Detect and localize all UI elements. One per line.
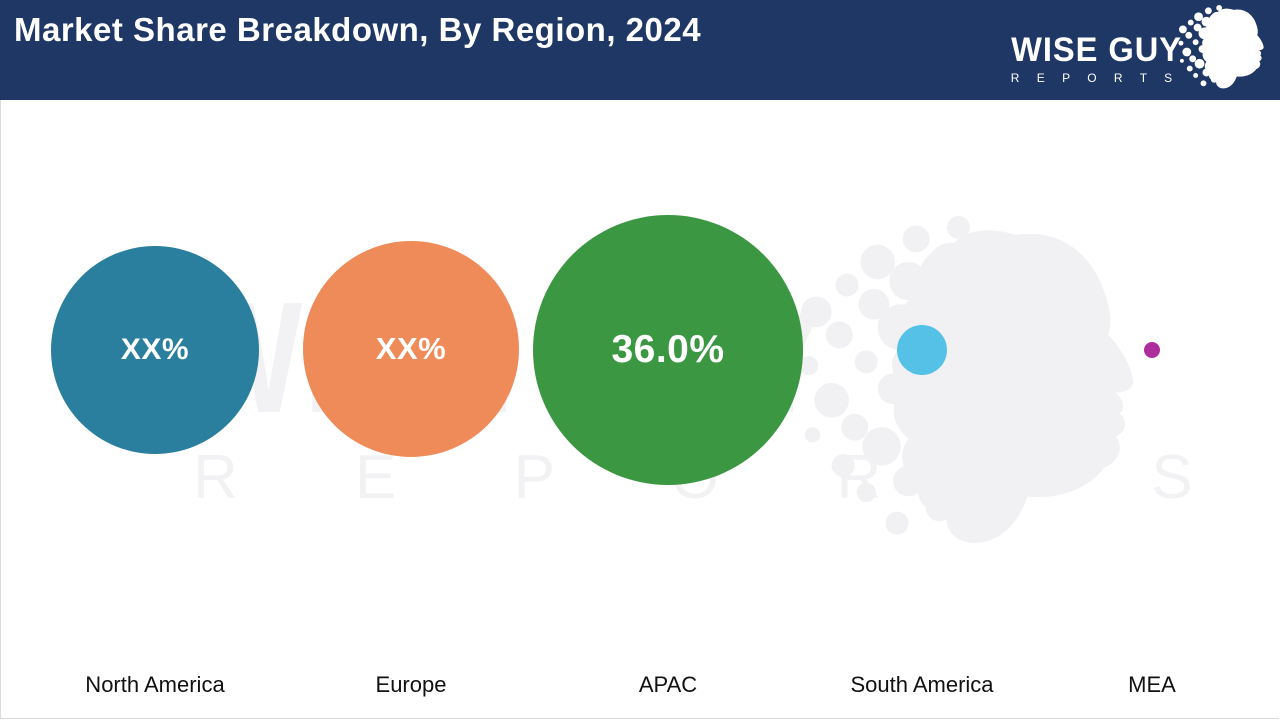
logo-head-icon xyxy=(1178,4,1264,89)
wiseguy-logo: WISE GUY R E P O R T S xyxy=(1004,0,1280,97)
bubble-value-label: 36.0% xyxy=(611,328,725,371)
bubble-value-label: XX% xyxy=(120,333,190,366)
category-label-mea: MEA xyxy=(1128,672,1176,697)
watermark-head-icon xyxy=(799,215,1134,544)
bubble-mea xyxy=(1144,342,1160,358)
bubble-europe: XX% xyxy=(303,241,519,457)
bubble-apac: 36.0% xyxy=(533,215,803,485)
logo-title: WISE GUY xyxy=(1011,30,1182,69)
bubble-south-america xyxy=(897,325,947,375)
page-title: Market Share Breakdown, By Region, 2024 xyxy=(14,11,702,48)
header: Market Share Breakdown, By Region, 2024 … xyxy=(0,0,1280,100)
category-label-apac: APAC xyxy=(638,672,698,697)
category-label-europe: Europe xyxy=(375,672,447,697)
bubble-value-label: XX% xyxy=(375,331,447,366)
bubble-chart: WISE GUY R E P O R T S XX% XX% 36.0% Nor… xyxy=(0,100,1279,719)
logo-wordmark: WISE GUY R E P O R T S xyxy=(1004,33,1182,85)
category-label-north-america: North America xyxy=(85,672,225,697)
bubble-north-america: XX% xyxy=(51,246,259,454)
category-label-south-america: South America xyxy=(850,672,994,697)
logo-subtitle: R E P O R T S xyxy=(1010,70,1180,85)
